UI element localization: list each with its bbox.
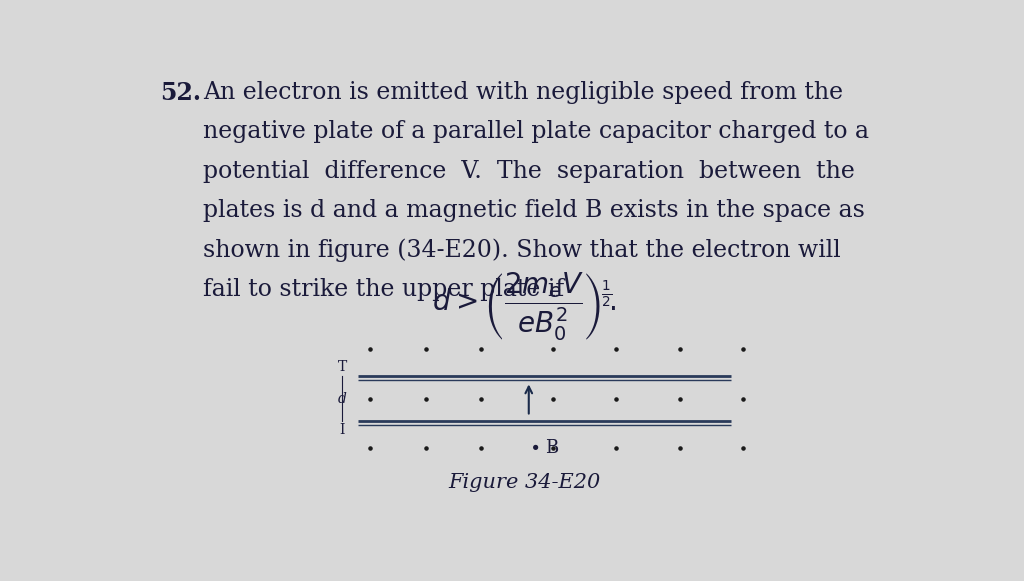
Text: negative plate of a parallel plate capacitor charged to a: negative plate of a parallel plate capac…	[204, 120, 869, 144]
Text: Figure 34-E20: Figure 34-E20	[449, 474, 601, 493]
Text: $\bullet$ B: $\bullet$ B	[528, 439, 560, 457]
Text: T: T	[338, 360, 347, 374]
Text: I: I	[340, 423, 345, 437]
Text: $d>\left(\dfrac{2m_e V}{eB_0^2}\right)^{\!\frac{1}{2}}\!.$: $d>\left(\dfrac{2m_e V}{eB_0^2}\right)^{…	[432, 271, 617, 343]
Text: potential  difference  V.  The  separation  between  the: potential difference V. The separation b…	[204, 160, 855, 182]
Text: An electron is emitted with negligible speed from the: An electron is emitted with negligible s…	[204, 81, 844, 104]
Text: 52.: 52.	[160, 81, 201, 105]
Text: plates is d and a magnetic field B exists in the space as: plates is d and a magnetic field B exist…	[204, 199, 865, 222]
Text: shown in figure (34-E20). Show that the electron will: shown in figure (34-E20). Show that the …	[204, 238, 841, 262]
Text: fail to strike the upper plate if: fail to strike the upper plate if	[204, 278, 564, 301]
Text: d: d	[338, 392, 347, 406]
